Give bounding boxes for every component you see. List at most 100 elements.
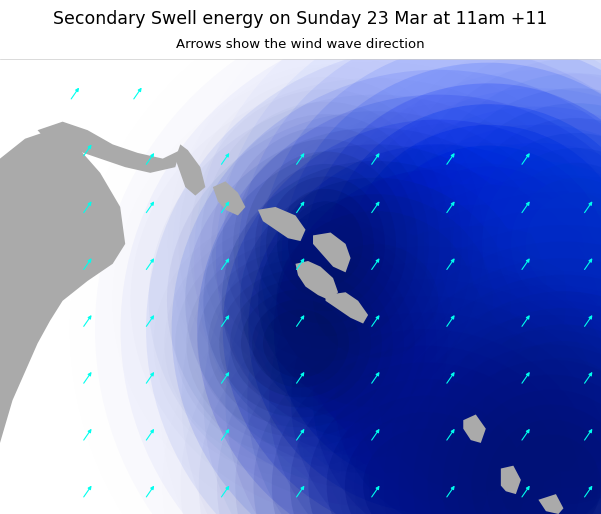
Ellipse shape	[391, 258, 601, 514]
Ellipse shape	[403, 179, 601, 450]
Ellipse shape	[482, 148, 601, 340]
Ellipse shape	[282, 63, 601, 453]
Ellipse shape	[294, 227, 457, 374]
Ellipse shape	[330, 106, 601, 514]
Ellipse shape	[263, 309, 338, 378]
Ellipse shape	[413, 187, 563, 329]
Ellipse shape	[413, 345, 601, 514]
Ellipse shape	[424, 88, 601, 399]
Ellipse shape	[254, 329, 598, 514]
Polygon shape	[213, 181, 245, 215]
Ellipse shape	[421, 198, 601, 432]
Ellipse shape	[288, 201, 363, 287]
Polygon shape	[501, 466, 521, 494]
Ellipse shape	[247, 184, 601, 514]
Ellipse shape	[223, 120, 601, 514]
Ellipse shape	[277, 189, 374, 299]
Ellipse shape	[363, 429, 489, 514]
Ellipse shape	[308, 379, 543, 514]
Polygon shape	[313, 232, 350, 272]
Polygon shape	[296, 261, 338, 301]
Ellipse shape	[446, 308, 601, 514]
Ellipse shape	[501, 358, 601, 471]
Ellipse shape	[453, 118, 601, 370]
Ellipse shape	[222, 161, 529, 440]
Ellipse shape	[457, 234, 601, 396]
Ellipse shape	[266, 176, 385, 311]
Ellipse shape	[468, 133, 601, 355]
Ellipse shape	[357, 288, 595, 513]
Ellipse shape	[438, 103, 601, 384]
Ellipse shape	[238, 21, 601, 495]
Ellipse shape	[222, 126, 429, 361]
Polygon shape	[538, 494, 563, 514]
Ellipse shape	[366, 143, 601, 487]
Ellipse shape	[241, 289, 360, 397]
Ellipse shape	[345, 412, 507, 514]
Ellipse shape	[347, 125, 601, 391]
Ellipse shape	[248, 144, 601, 514]
Ellipse shape	[290, 362, 561, 514]
Ellipse shape	[146, 45, 601, 514]
Ellipse shape	[185, 128, 566, 474]
Ellipse shape	[204, 144, 548, 457]
Ellipse shape	[260, 42, 601, 474]
Ellipse shape	[501, 434, 601, 514]
Text: Secondary Swell energy on Sunday 23 Mar at 11am +11: Secondary Swell energy on Sunday 23 Mar …	[53, 10, 548, 28]
Ellipse shape	[274, 169, 601, 489]
Polygon shape	[37, 122, 180, 173]
Ellipse shape	[304, 83, 601, 433]
Ellipse shape	[269, 205, 601, 514]
Ellipse shape	[526, 193, 601, 295]
Ellipse shape	[472, 405, 601, 514]
Ellipse shape	[255, 164, 396, 324]
Ellipse shape	[313, 246, 601, 514]
Ellipse shape	[373, 242, 601, 514]
Ellipse shape	[398, 330, 601, 514]
Ellipse shape	[439, 216, 601, 414]
Ellipse shape	[335, 267, 601, 514]
Ellipse shape	[235, 313, 601, 514]
Ellipse shape	[379, 308, 573, 492]
Ellipse shape	[326, 104, 601, 412]
Polygon shape	[175, 144, 206, 195]
Polygon shape	[0, 130, 125, 514]
Ellipse shape	[326, 396, 525, 514]
Polygon shape	[326, 292, 368, 323]
Ellipse shape	[348, 125, 601, 505]
Ellipse shape	[244, 152, 407, 336]
Ellipse shape	[442, 375, 601, 514]
Ellipse shape	[197, 95, 601, 514]
Ellipse shape	[230, 280, 371, 408]
Ellipse shape	[465, 324, 601, 505]
Ellipse shape	[233, 139, 418, 348]
Ellipse shape	[486, 419, 601, 514]
Ellipse shape	[325, 219, 552, 439]
Ellipse shape	[428, 291, 601, 514]
Ellipse shape	[291, 226, 601, 514]
Ellipse shape	[219, 269, 382, 417]
Ellipse shape	[313, 244, 438, 358]
Ellipse shape	[401, 329, 551, 471]
Polygon shape	[258, 207, 305, 241]
Ellipse shape	[258, 194, 493, 408]
Ellipse shape	[428, 360, 601, 514]
Ellipse shape	[409, 274, 601, 514]
Ellipse shape	[208, 260, 393, 427]
Ellipse shape	[172, 70, 601, 514]
Ellipse shape	[457, 390, 601, 514]
Ellipse shape	[370, 145, 601, 371]
Ellipse shape	[511, 178, 601, 310]
Ellipse shape	[276, 211, 475, 391]
Ellipse shape	[496, 163, 601, 325]
Ellipse shape	[391, 167, 585, 350]
Ellipse shape	[483, 341, 601, 488]
Text: Arrows show the wind wave direction: Arrows show the wind wave direction	[176, 38, 425, 51]
Ellipse shape	[476, 252, 601, 377]
Ellipse shape	[385, 161, 601, 469]
Ellipse shape	[252, 299, 349, 388]
Ellipse shape	[272, 346, 579, 514]
Ellipse shape	[350, 244, 526, 414]
Ellipse shape	[240, 177, 511, 424]
Polygon shape	[463, 414, 486, 443]
